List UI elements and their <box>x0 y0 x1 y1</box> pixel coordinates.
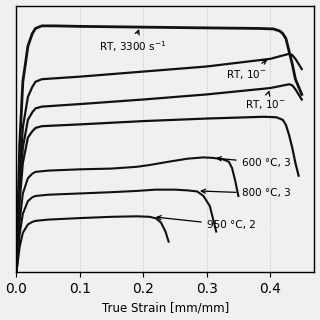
Text: 800 °C, 3: 800 °C, 3 <box>201 188 290 198</box>
Text: 600 °C, 3: 600 °C, 3 <box>217 156 290 168</box>
Text: 950 °C, 2: 950 °C, 2 <box>157 216 256 230</box>
Text: RT, 3300 s$^{-1}$: RT, 3300 s$^{-1}$ <box>99 30 166 53</box>
X-axis label: True Strain [mm/mm]: True Strain [mm/mm] <box>102 301 229 315</box>
Text: RT, 10$^{-}$: RT, 10$^{-}$ <box>226 60 267 81</box>
Text: RT, 10$^{-}$: RT, 10$^{-}$ <box>245 92 285 111</box>
